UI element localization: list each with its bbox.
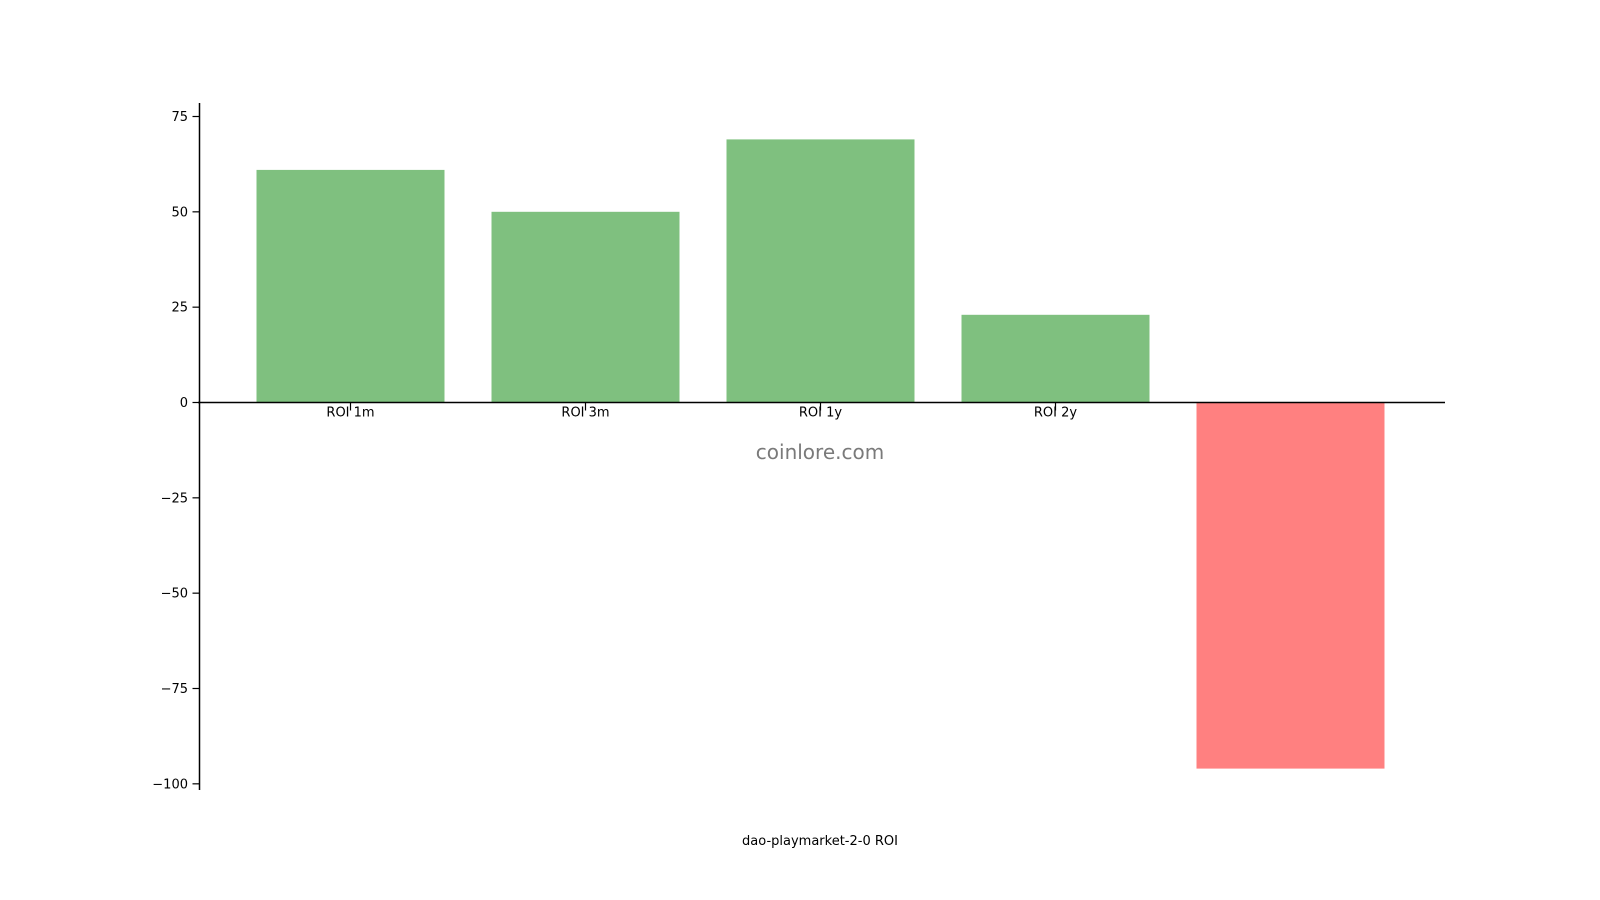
y-tick-label-25: 25 [171, 301, 188, 316]
bar-1-roi-1m [256, 169, 445, 403]
y-tick-label-75: 75 [171, 110, 188, 125]
y-tick-label-−100: −100 [152, 777, 188, 792]
bars-layer [256, 139, 1385, 769]
y-tick-label-50: 50 [171, 205, 188, 220]
bar-2-roi-3m [491, 211, 680, 403]
x-tick-label-roi-3m: ROI 3m [561, 406, 609, 421]
y-tick-label-0: 0 [180, 396, 188, 411]
bar-3-roi-1y [726, 139, 915, 403]
x-tick-label-roi-1y: ROI 1y [799, 406, 843, 421]
watermark-text: coinlore.com [756, 440, 884, 464]
bar-4-roi-2y [961, 314, 1150, 403]
x-tick-label-roi-2y: ROI 2y [1034, 406, 1078, 421]
chart-title: dao-playmarket-2-0 ROI [742, 834, 898, 849]
y-tick-label-−50: −50 [161, 587, 188, 602]
x-tick-label-roi-1m: ROI 1m [326, 406, 374, 421]
bar-5-unlabeled [1196, 402, 1385, 769]
y-tick-label-−25: −25 [161, 491, 188, 506]
axes-layer: 75 50 25 0 −25 −50 −75 −100 ROI 1m ROI 3m ROI 1y RO… [152, 103, 1445, 792]
y-tick-label-−75: −75 [161, 682, 188, 697]
